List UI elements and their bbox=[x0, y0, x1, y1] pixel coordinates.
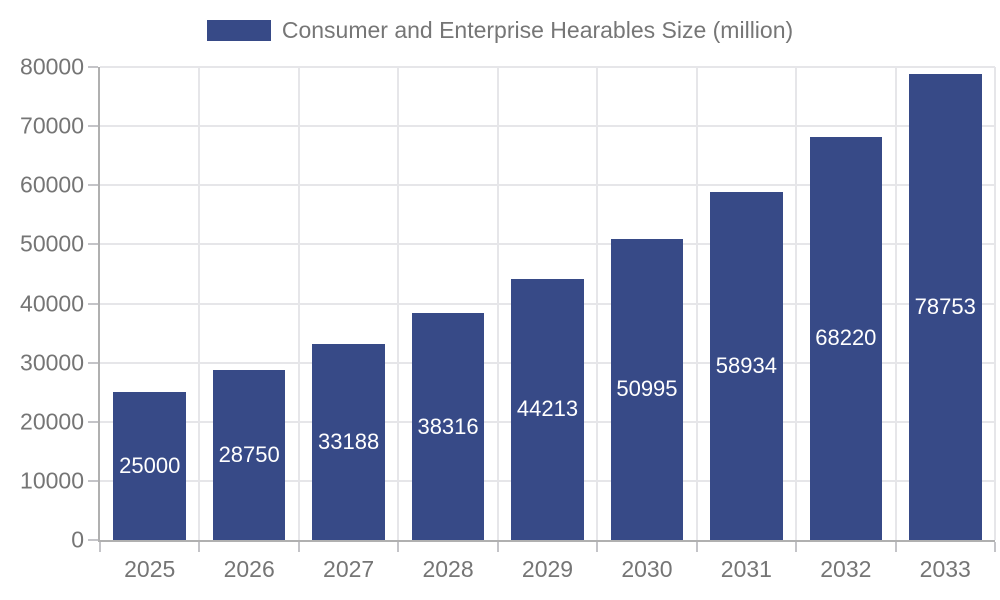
bar-2033: 78753 bbox=[908, 74, 982, 540]
bar-2027: 33188 bbox=[312, 343, 385, 540]
legend: Consumer and Enterprise Hearables Size (… bbox=[0, 12, 1000, 48]
y-axis-tick bbox=[88, 479, 98, 482]
y-axis-tick bbox=[88, 243, 98, 246]
x-axis-category-label: 2032 bbox=[820, 556, 872, 582]
bar-value-label: 44213 bbox=[516, 396, 579, 422]
y-axis-tick-label: 80000 bbox=[20, 53, 84, 80]
x-gridline bbox=[297, 67, 300, 540]
bar-value-label: 58934 bbox=[715, 352, 777, 378]
x-axis-tick bbox=[695, 542, 698, 552]
x-axis-tick bbox=[795, 542, 798, 552]
y-axis-tick bbox=[88, 66, 98, 68]
x-gridline bbox=[795, 67, 798, 540]
y-axis-tick-label: 30000 bbox=[20, 349, 84, 376]
bar-2030: 50995 bbox=[610, 238, 684, 540]
bar-2029: 44213 bbox=[511, 278, 584, 540]
x-axis-tick bbox=[99, 542, 101, 552]
y-axis-tick-label: 60000 bbox=[20, 171, 84, 198]
bar-2025: 25000 bbox=[113, 392, 187, 540]
bar-value-label: 78753 bbox=[914, 294, 976, 320]
bar-value-label: 25000 bbox=[119, 453, 181, 479]
bar-2032: 68220 bbox=[809, 136, 883, 540]
y-axis-tick bbox=[88, 184, 98, 187]
y-axis-tick-label: 0 bbox=[71, 526, 84, 553]
x-axis-tick bbox=[297, 542, 300, 552]
legend-label: Consumer and Enterprise Hearables Size (… bbox=[281, 16, 794, 43]
x-axis-category-label: 2026 bbox=[223, 556, 275, 582]
legend-swatch bbox=[206, 19, 271, 41]
bar-value-label: 33188 bbox=[318, 428, 380, 454]
y-axis-tick bbox=[88, 125, 98, 128]
x-axis-tick bbox=[198, 542, 201, 552]
x-axis-category-label: 2030 bbox=[621, 556, 673, 582]
y-axis-tick bbox=[88, 302, 98, 305]
x-axis-category-label: 2025 bbox=[124, 556, 176, 582]
x-axis-tick bbox=[596, 542, 599, 552]
x-axis-category-label: 2029 bbox=[521, 556, 574, 582]
x-axis-tick bbox=[994, 542, 996, 552]
x-axis-tick bbox=[397, 542, 400, 552]
plot-area: 0 10000 20000 30000 40000 50000 60000 70000 8000… bbox=[20, 55, 996, 582]
x-gridline bbox=[198, 67, 201, 540]
y-axis-tick bbox=[88, 420, 98, 423]
x-gridline bbox=[695, 67, 698, 540]
x-gridline bbox=[596, 67, 599, 540]
bar-value-label: 50995 bbox=[616, 376, 678, 402]
y-axis-tick bbox=[88, 539, 98, 541]
x-axis-tick bbox=[496, 542, 499, 552]
bar-value-label: 28750 bbox=[218, 442, 280, 467]
y-axis-tick-label: 70000 bbox=[20, 112, 84, 139]
bar-2026: 28750 bbox=[212, 370, 286, 540]
y-axis-tick-label: 50000 bbox=[20, 230, 84, 257]
bar-value-label: 68220 bbox=[815, 325, 877, 351]
y-axis-tick-label: 40000 bbox=[20, 290, 84, 316]
bar-value-label: 38316 bbox=[417, 413, 479, 439]
x-gridline bbox=[397, 67, 400, 540]
x-axis-category-label: 2033 bbox=[919, 556, 971, 582]
x-gridline bbox=[496, 67, 499, 540]
y-axis-tick-label: 20000 bbox=[20, 408, 84, 435]
y-axis-tick bbox=[88, 361, 98, 364]
y-gridline bbox=[100, 66, 995, 68]
y-gridline bbox=[100, 243, 995, 246]
x-gridline bbox=[994, 67, 996, 540]
y-gridline bbox=[100, 125, 995, 128]
x-axis-category-label: 2028 bbox=[422, 556, 474, 582]
bar-2028: 38316 bbox=[411, 313, 485, 540]
y-gridline bbox=[100, 184, 995, 187]
bar-2031: 58934 bbox=[710, 191, 783, 540]
x-axis-tick bbox=[894, 542, 897, 552]
y-axis-tick-label: 10000 bbox=[20, 467, 84, 494]
x-axis-category-label: 2027 bbox=[323, 556, 375, 582]
x-gridline bbox=[894, 67, 897, 540]
x-axis-category-label: 2031 bbox=[720, 556, 772, 582]
